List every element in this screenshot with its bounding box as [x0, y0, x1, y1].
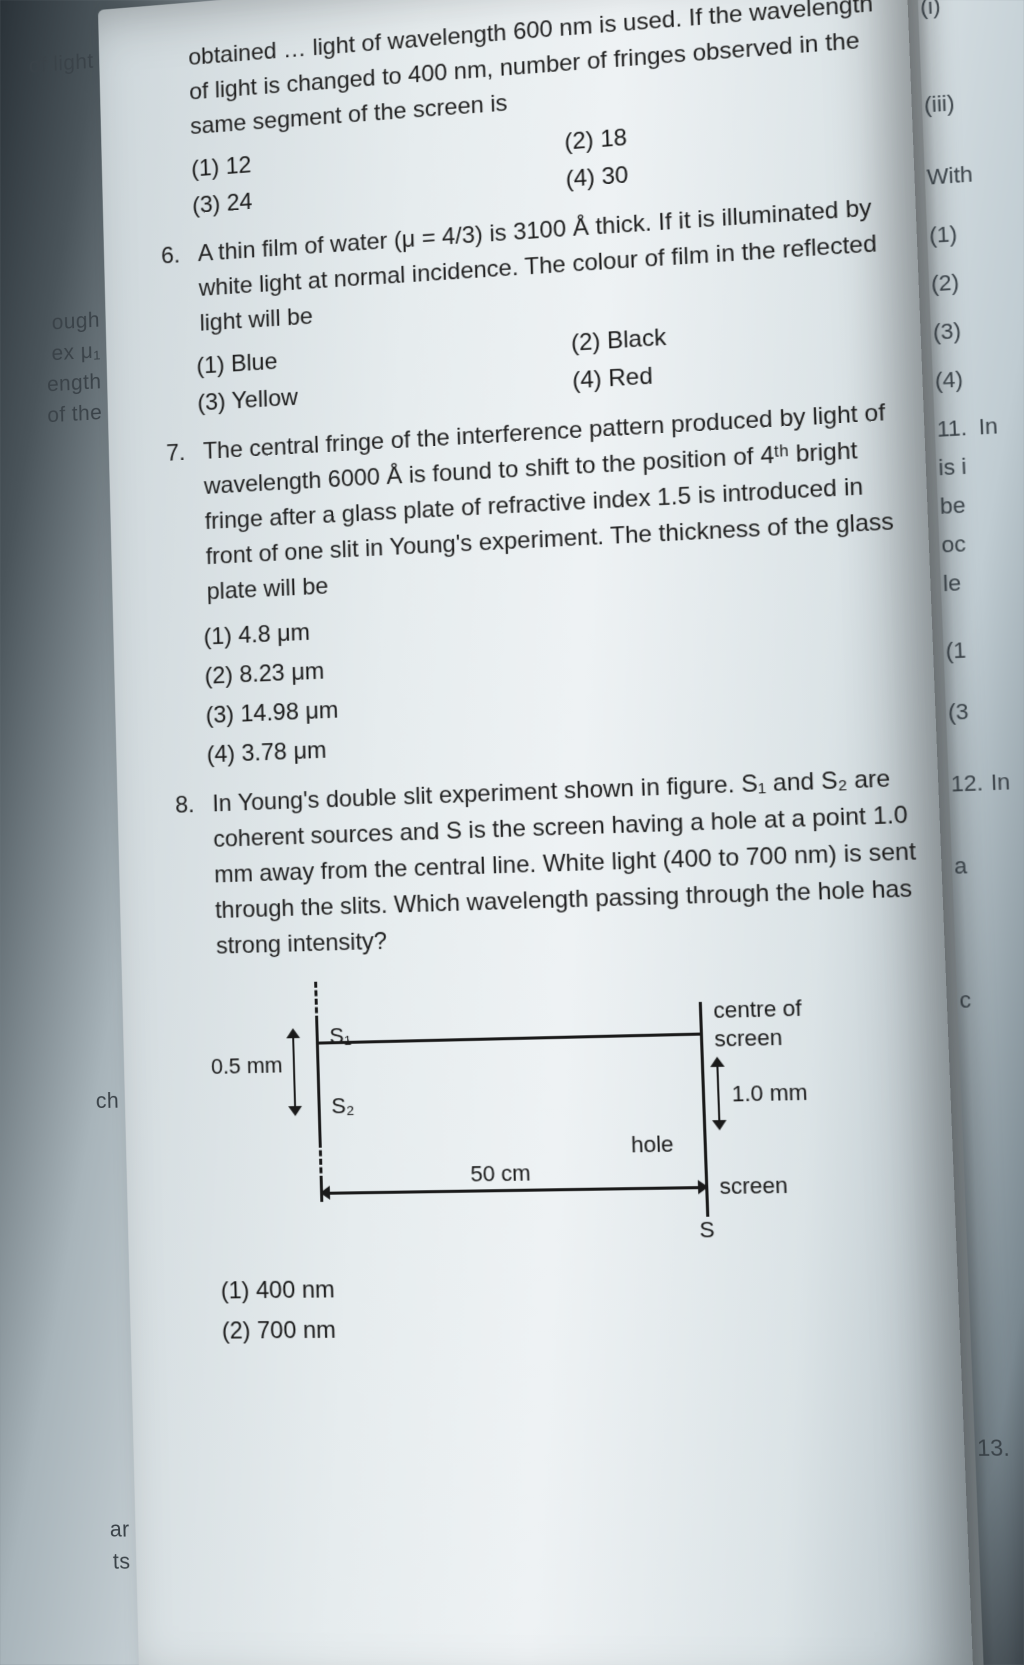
tick-left — [320, 1182, 324, 1202]
dim-0-5mm-line — [292, 1034, 296, 1110]
margin-left-1: of light — [9, 49, 94, 80]
question-5: obtained … light of wavelength 600 nm is… — [156, 0, 894, 222]
q8-options: (1) 400 nm (2) 700 nm — [187, 1270, 939, 1346]
margin-right-6: (1) — [929, 218, 1003, 249]
slit-bottom-dash — [319, 1142, 323, 1182]
ydse-diagram: 0.5 mm S₁ S₂ centre of screen 1.0 mm hol… — [209, 968, 841, 1264]
margin-right-5: With — [926, 160, 1000, 191]
arrow-right-icon — [698, 1180, 709, 1195]
label-hole: hole — [631, 1131, 674, 1158]
arrow-down-icon — [288, 1106, 302, 1116]
margin-right-19: In — [990, 767, 1024, 796]
margin-right-11: In — [978, 410, 1024, 441]
margin-left-7: ar — [43, 1516, 130, 1542]
label-50cm: 50 cm — [470, 1160, 531, 1187]
q8-number: 8. — [175, 787, 209, 824]
margin-left-8: ts — [43, 1548, 130, 1575]
label-centre-of: centre of — [713, 995, 802, 1024]
arrow-up-icon — [286, 1028, 300, 1038]
margin-right-16: (1 — [945, 635, 1020, 665]
label-s2: S₂ — [331, 1093, 355, 1120]
margin-right-13: be — [939, 490, 1013, 520]
margin-left-3: ex μ₁ — [16, 338, 101, 368]
q7-stem: The central fringe of the interference p… — [203, 394, 908, 610]
margin-right-21: c — [959, 985, 1024, 1014]
question-8: 8. In Young's double slit experiment sho… — [175, 760, 939, 1346]
margin-right-8: (3) — [933, 315, 1007, 346]
q6-opt-3: (3) Yellow — [197, 371, 513, 417]
margin-right-15: le — [943, 567, 1017, 597]
label-screen-1: screen — [714, 1024, 783, 1052]
q7-options: (1) 4.8 μm (2) 8.23 μm (3) 14.98 μm (4) … — [171, 591, 916, 771]
slit-top-dash — [314, 982, 318, 1022]
margin-right-4: (iii) — [924, 87, 998, 118]
label-0-5mm: 0.5 mm — [211, 1052, 283, 1079]
q6-opt-4: (4) Red — [572, 348, 902, 396]
margin-left-5: of the — [17, 400, 103, 430]
arrow-down-2-icon — [712, 1120, 727, 1131]
label-big-s: S — [699, 1217, 715, 1244]
slit-plate-line — [315, 1022, 321, 1142]
q6-number: 6. — [161, 237, 194, 274]
margin-left-6: ch — [33, 1088, 120, 1115]
margin-right-12: is i — [938, 451, 1012, 481]
question-7: 7. The central fringe of the interferenc… — [166, 394, 916, 770]
q8-opt-1: (1) 400 nm — [220, 1270, 937, 1306]
margin-left-2: ough — [15, 307, 100, 337]
margin-right-9: (4) — [934, 364, 1008, 395]
margin-left-4: ength — [16, 369, 102, 399]
dim-50cm-line — [330, 1186, 698, 1195]
q7-number: 7. — [166, 435, 199, 472]
dim-1mm-line — [716, 1063, 720, 1124]
margin-right-17: (3 — [948, 696, 1023, 726]
label-screen-2: screen — [719, 1172, 788, 1200]
label-s1: S₁ — [329, 1023, 352, 1050]
margin-right-3: (i) — [920, 0, 994, 21]
label-1-0mm: 1.0 mm — [731, 1079, 808, 1107]
q8-stem: In Young's double slit experiment shown … — [212, 760, 922, 965]
axis-top — [319, 1033, 700, 1045]
arrow-up-2-icon — [710, 1057, 725, 1068]
margin-right-14: oc — [941, 528, 1015, 558]
margin-right-20: a — [954, 851, 1024, 880]
q8-opt-2: (2) 700 nm — [222, 1312, 939, 1346]
question-6: 6. A thin film of water (μ = 4/3) is 310… — [161, 189, 902, 419]
textbook-page: of light ough ex μ₁ ength of the ch ar t… — [98, 0, 985, 1665]
margin-right-7: (2) — [931, 266, 1005, 297]
